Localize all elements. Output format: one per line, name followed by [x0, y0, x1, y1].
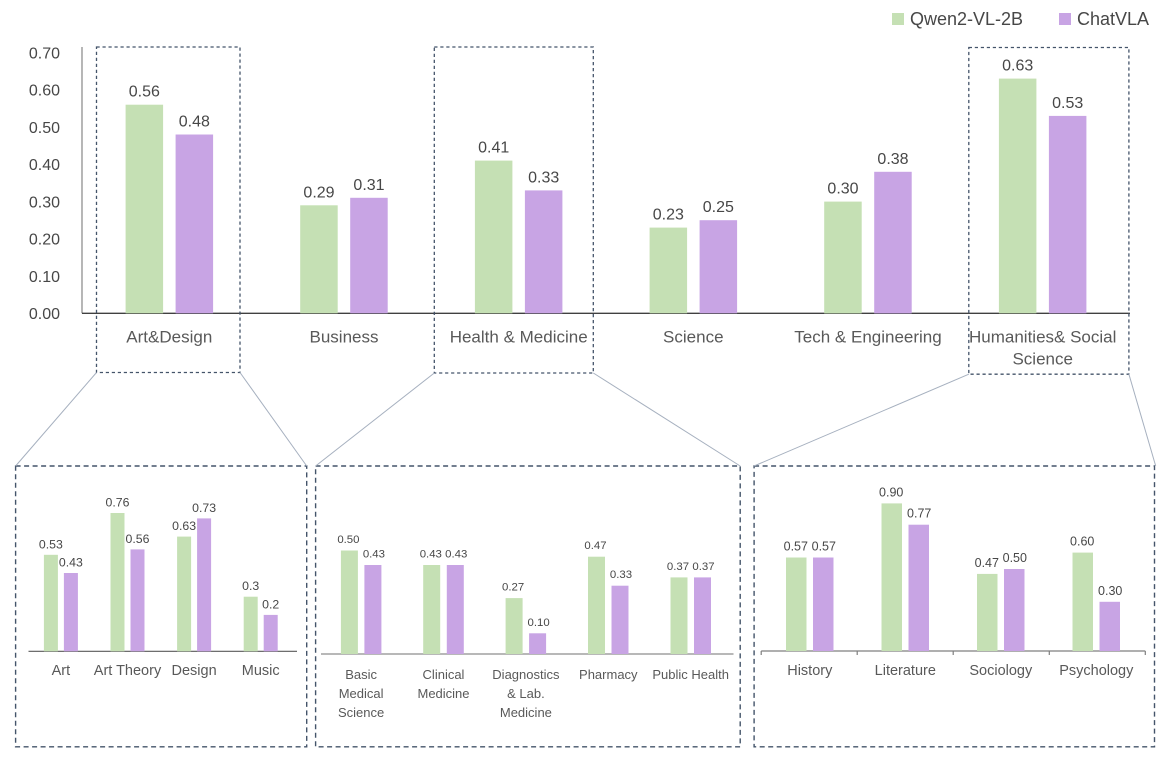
svg-text:Qwen2-VL-2B: Qwen2-VL-2B [910, 9, 1023, 29]
svg-text:Medicine: Medicine [417, 686, 469, 701]
svg-text:0.20: 0.20 [29, 232, 60, 249]
svg-text:0.50: 0.50 [1003, 551, 1027, 565]
svg-text:0.41: 0.41 [478, 140, 509, 157]
svg-text:0.10: 0.10 [29, 269, 60, 286]
svg-text:0.57: 0.57 [812, 540, 836, 554]
svg-text:0.43: 0.43 [420, 549, 442, 561]
svg-text:0.33: 0.33 [610, 569, 632, 581]
svg-text:Science: Science [1012, 350, 1072, 369]
svg-text:0.56: 0.56 [126, 532, 150, 546]
svg-text:0.63: 0.63 [172, 519, 196, 533]
svg-text:Psychology: Psychology [1059, 663, 1134, 679]
svg-text:0.30: 0.30 [1098, 584, 1122, 598]
svg-text:0.33: 0.33 [528, 169, 559, 186]
svg-text:0.60: 0.60 [29, 83, 60, 100]
svg-text:0.10: 0.10 [528, 617, 550, 629]
svg-text:Medical: Medical [339, 686, 384, 701]
svg-text:0.00: 0.00 [29, 306, 60, 323]
svg-text:Clinical: Clinical [423, 667, 465, 682]
svg-text:Medicine: Medicine [500, 705, 552, 720]
svg-text:0.63: 0.63 [1002, 58, 1033, 75]
svg-text:Art&Design: Art&Design [126, 328, 212, 347]
svg-text:Art: Art [52, 663, 71, 679]
svg-text:Literature: Literature [875, 663, 936, 679]
svg-text:Science: Science [663, 328, 723, 347]
svg-text:0.48: 0.48 [179, 114, 210, 131]
svg-text:0.53: 0.53 [1052, 95, 1083, 112]
svg-text:Tech & Engineering: Tech & Engineering [794, 328, 941, 347]
svg-text:Business: Business [310, 328, 379, 347]
svg-text:0.37: 0.37 [667, 561, 689, 573]
svg-text:0.25: 0.25 [703, 199, 734, 216]
svg-text:& Lab.: & Lab. [507, 686, 545, 701]
svg-text:0.60: 0.60 [1070, 535, 1094, 549]
svg-text:0.23: 0.23 [653, 207, 684, 224]
svg-text:0.27: 0.27 [502, 582, 524, 594]
svg-text:0.30: 0.30 [827, 181, 858, 198]
svg-text:0.40: 0.40 [29, 157, 60, 174]
svg-text:0.30: 0.30 [29, 194, 60, 211]
svg-text:Humanities& Social: Humanities& Social [969, 328, 1116, 347]
svg-text:Art Theory: Art Theory [94, 663, 162, 679]
svg-text:0.73: 0.73 [192, 501, 216, 515]
svg-text:0.57: 0.57 [784, 540, 808, 554]
svg-text:0.70: 0.70 [29, 45, 60, 62]
svg-text:0.50: 0.50 [337, 534, 359, 546]
svg-text:Pharmacy: Pharmacy [579, 667, 638, 682]
svg-text:Design: Design [172, 663, 217, 679]
svg-text:0.38: 0.38 [877, 151, 908, 168]
svg-text:0.77: 0.77 [907, 507, 931, 521]
svg-text:0.50: 0.50 [29, 120, 60, 137]
svg-text:0.43: 0.43 [445, 549, 467, 561]
svg-text:History: History [787, 663, 833, 679]
svg-text:Science: Science [338, 705, 384, 720]
svg-text:0.43: 0.43 [59, 556, 83, 570]
svg-text:Diagnostics: Diagnostics [492, 667, 560, 682]
svg-text:0.56: 0.56 [129, 84, 160, 101]
svg-text:Basic: Basic [345, 667, 377, 682]
svg-text:Public Health: Public Health [652, 667, 729, 682]
svg-text:0.2: 0.2 [262, 597, 279, 611]
svg-text:Sociology: Sociology [969, 663, 1033, 679]
svg-text:0.90: 0.90 [879, 485, 903, 499]
svg-text:0.47: 0.47 [975, 556, 999, 570]
svg-text:0.53: 0.53 [39, 537, 63, 551]
svg-text:Health & Medicine: Health & Medicine [450, 328, 588, 347]
svg-text:0.31: 0.31 [353, 177, 384, 194]
svg-text:0.37: 0.37 [692, 561, 714, 573]
svg-text:Music: Music [242, 663, 280, 679]
svg-text:0.76: 0.76 [106, 496, 130, 510]
svg-text:0.43: 0.43 [363, 549, 385, 561]
svg-text:ChatVLA: ChatVLA [1077, 9, 1149, 29]
svg-text:0.47: 0.47 [584, 540, 606, 552]
svg-text:0.3: 0.3 [242, 579, 259, 593]
svg-text:0.29: 0.29 [303, 184, 334, 201]
